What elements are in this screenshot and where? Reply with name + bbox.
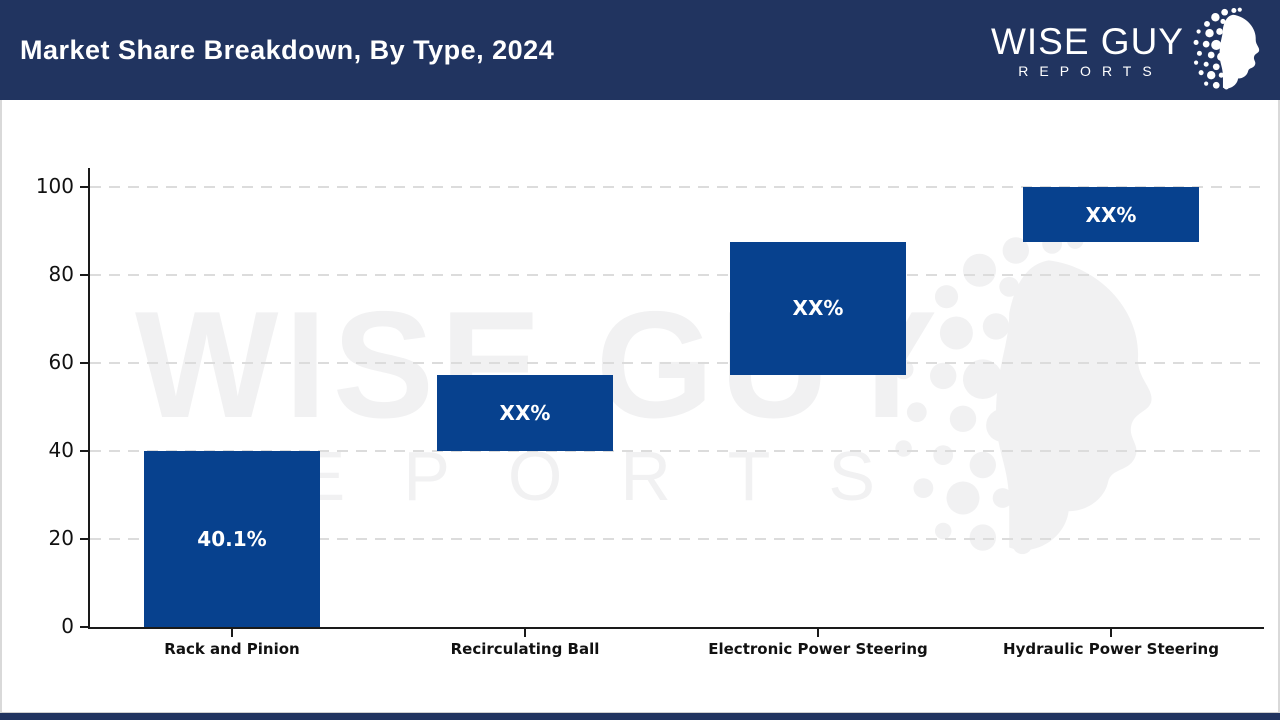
y-tick-label: 80 [48, 262, 74, 286]
wiseguy-logo: WISE GUY REPORTS [991, 6, 1270, 94]
watermark-head-icon [893, 232, 1152, 555]
y-tick-label: 20 [48, 526, 74, 550]
y-tick-label: 60 [48, 350, 74, 374]
gridline [90, 274, 1264, 276]
bar-value-label: XX% [1085, 202, 1137, 227]
y-tick-mark [80, 362, 88, 364]
x-tick-mark [524, 629, 526, 637]
chart-area: WISE GUY REPORTS 0 20 40 60 80 100 40.1% Rack a… [0, 100, 1280, 713]
y-tick-mark [80, 274, 88, 276]
x-tick-mark [231, 629, 233, 637]
x-tick-label: Recirculating Ball [450, 640, 600, 658]
y-axis-line [88, 168, 90, 628]
gridline [90, 450, 1264, 452]
wiseguy-head-icon [1193, 7, 1260, 90]
logo-wordmark: WISE GUY [990, 21, 1184, 62]
gridline [90, 538, 1264, 540]
y-tick-mark [80, 186, 88, 188]
logo-subtitle: REPORTS [1018, 63, 1163, 79]
bar: XX% [730, 242, 906, 375]
x-tick-label: Rack and Pinion [164, 640, 300, 658]
gridline [90, 362, 1264, 364]
bar: 40.1% [144, 450, 320, 627]
gridline [90, 186, 1264, 188]
bar-value-label: XX% [792, 296, 844, 321]
x-tick-label: Hydraulic Power Steering [1003, 640, 1219, 658]
page-title: Market Share Breakdown, By Type, 2024 [20, 34, 555, 65]
x-tick-mark [1110, 629, 1112, 637]
y-tick-mark [80, 538, 88, 540]
y-tick-label: 40 [48, 438, 74, 462]
x-tick-mark [817, 629, 819, 637]
y-tick-mark [80, 626, 88, 628]
x-tick-label: Electronic Power Steering [708, 640, 928, 658]
header-band: Market Share Breakdown, By Type, 2024 WI… [0, 0, 1280, 100]
bar: XX% [1023, 187, 1199, 242]
y-tick-label: 100 [35, 174, 74, 198]
footer-band [0, 713, 1280, 720]
y-tick-label: 0 [61, 614, 74, 638]
wiseguy-logo-text: WISE GUY REPORTS [991, 21, 1184, 79]
y-tick-mark [80, 450, 88, 452]
x-axis-line [88, 627, 1264, 629]
bar-value-label: 40.1% [197, 526, 267, 551]
bar: XX% [437, 374, 613, 451]
bar-value-label: XX% [499, 400, 551, 425]
